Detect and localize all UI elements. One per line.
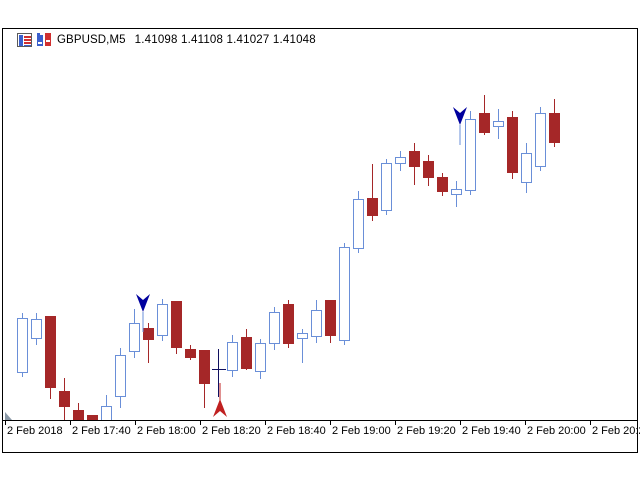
candle-body xyxy=(437,177,448,192)
x-axis-tick-label: 2 Feb 19:00 xyxy=(332,425,391,437)
x-axis-tick-label: 2 Feb 19:40 xyxy=(462,425,521,437)
candle-wick xyxy=(372,164,373,221)
candle-body xyxy=(311,310,322,337)
candle-body xyxy=(353,199,364,249)
symbol-header-bar: GBPUSD,M5 1.41098 1.41108 1.41027 1.4104… xyxy=(3,29,316,51)
candle-body xyxy=(101,406,112,420)
x-axis-tick xyxy=(135,420,136,425)
candle-body xyxy=(129,323,140,352)
crosshair-vertical-marker xyxy=(218,349,219,397)
candle-body xyxy=(157,304,168,336)
crosshair-horizontal-marker xyxy=(212,369,226,370)
x-axis-tick xyxy=(200,420,201,425)
candle-body xyxy=(241,337,252,369)
candle-body xyxy=(479,113,490,133)
candle-body xyxy=(283,304,294,344)
candle-body xyxy=(521,153,532,183)
candle-body xyxy=(409,151,420,167)
candlestick-plot-area[interactable] xyxy=(3,51,637,420)
candle-body xyxy=(395,157,406,164)
candle-body xyxy=(143,328,154,340)
x-axis-tick xyxy=(265,420,266,425)
candle-body xyxy=(535,113,546,167)
x-axis-tick-label: 2 Feb 2018 xyxy=(7,425,63,437)
candle-body xyxy=(115,355,126,397)
x-axis-tick xyxy=(395,420,396,425)
x-axis-tick-label: 2 Feb 19:20 xyxy=(397,425,456,437)
candle-body xyxy=(171,301,182,348)
x-axis-tick xyxy=(330,420,331,425)
scale-corner-marker[interactable] xyxy=(5,412,12,420)
candle-body xyxy=(325,300,336,336)
candle-body xyxy=(381,163,392,211)
candle-body xyxy=(59,391,70,407)
candle-body xyxy=(297,333,308,339)
x-axis-tick xyxy=(460,420,461,425)
candle-wick xyxy=(302,329,303,363)
symbol-timeframe-label: GBPUSD,M5 xyxy=(57,34,126,46)
candle-body xyxy=(423,161,434,178)
x-axis-tick xyxy=(70,420,71,425)
candle-body xyxy=(493,121,504,127)
ohlc-quote-label: 1.41098 1.41108 1.41027 1.41048 xyxy=(134,34,316,46)
candle-body xyxy=(549,113,560,143)
candle-body xyxy=(507,117,518,173)
candle-body xyxy=(227,342,238,371)
x-axis-tick-label: 2 Feb 20:20 xyxy=(592,425,640,437)
candle-body xyxy=(185,349,196,358)
candle-body xyxy=(465,119,476,191)
candle-wick xyxy=(148,323,149,363)
candle-body xyxy=(269,312,280,344)
candle-body xyxy=(87,415,98,420)
x-axis-tick-label: 2 Feb 20:00 xyxy=(527,425,586,437)
bar-chart-icon[interactable] xyxy=(37,33,52,47)
data-window-icon[interactable] xyxy=(17,33,32,47)
candle-body xyxy=(367,198,378,216)
x-axis-tick xyxy=(5,420,6,425)
chart-window[interactable]: GBPUSD,M5 1.41098 1.41108 1.41027 1.4104… xyxy=(2,28,640,453)
x-axis-tick-label: 2 Feb 17:40 xyxy=(72,425,131,437)
x-axis-line xyxy=(3,420,637,421)
x-axis-tick xyxy=(590,420,591,425)
x-axis-tick xyxy=(525,420,526,425)
x-axis-tick-label: 2 Feb 18:20 xyxy=(202,425,261,437)
candle-body xyxy=(199,350,210,384)
candle-body xyxy=(73,410,84,420)
x-axis-tick-label: 2 Feb 18:40 xyxy=(267,425,326,437)
candle-body xyxy=(255,343,266,372)
x-axis-tick-label: 2 Feb 18:00 xyxy=(137,425,196,437)
candle-body xyxy=(17,318,28,373)
candle-body xyxy=(31,319,42,339)
candle-body xyxy=(339,247,350,341)
candle-body xyxy=(45,316,56,388)
candle-body xyxy=(451,189,462,195)
